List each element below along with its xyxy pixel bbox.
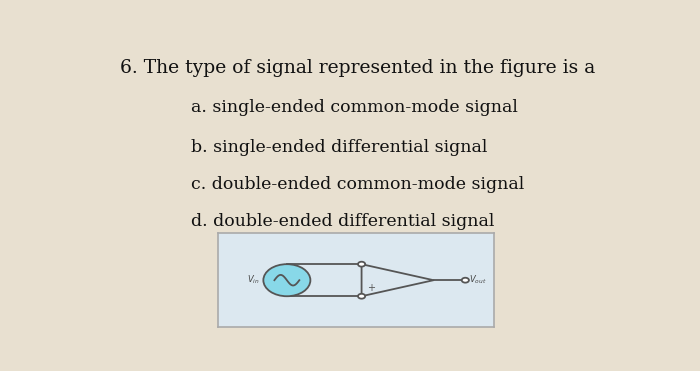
Text: c. double-ended common-mode signal: c. double-ended common-mode signal bbox=[190, 176, 524, 193]
Text: a. single-ended common-mode signal: a. single-ended common-mode signal bbox=[190, 99, 517, 116]
Text: d. double-ended differential signal: d. double-ended differential signal bbox=[190, 213, 494, 230]
Text: b. single-ended differential signal: b. single-ended differential signal bbox=[190, 139, 487, 156]
Text: 6. The type of signal represented in the figure is a: 6. The type of signal represented in the… bbox=[120, 59, 595, 77]
